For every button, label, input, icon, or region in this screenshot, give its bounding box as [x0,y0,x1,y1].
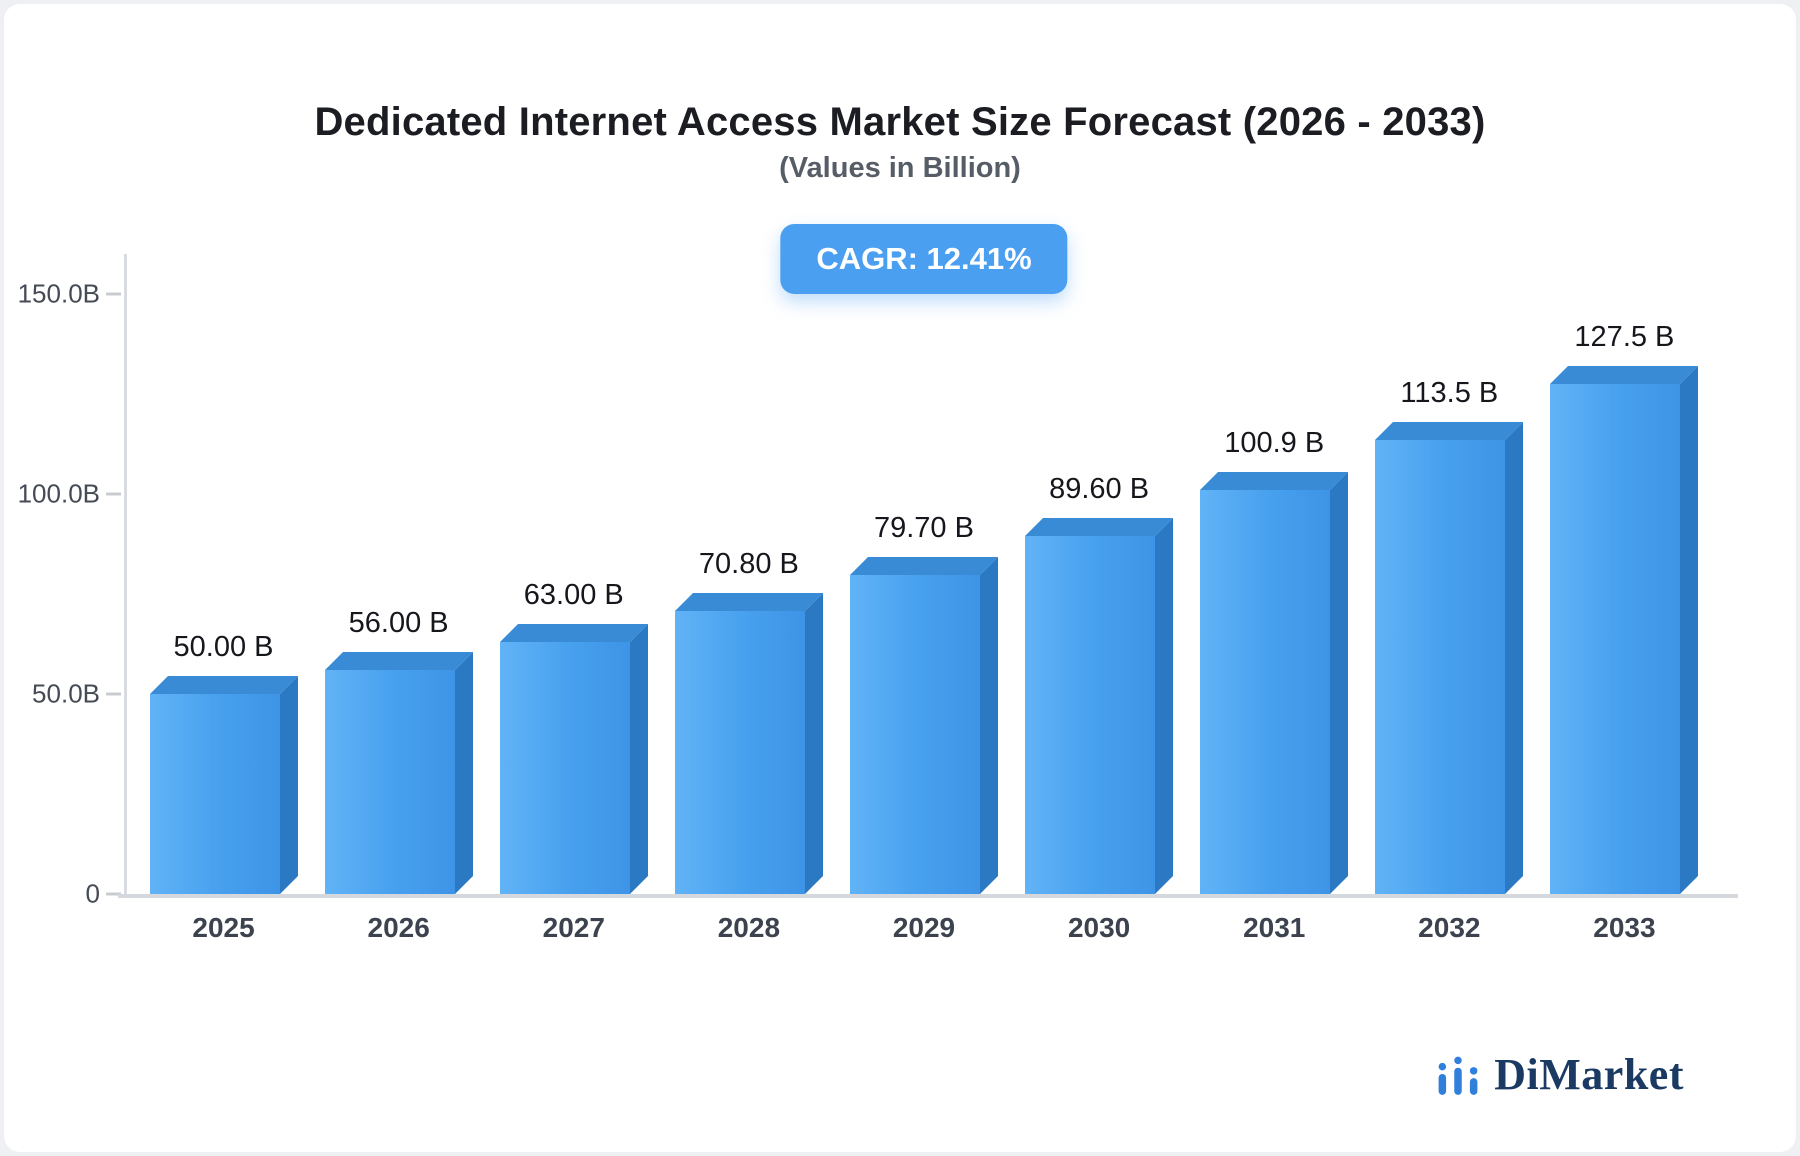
bar-front-face [1375,440,1506,894]
chart-subtitle: (Values in Billion) [779,152,1021,184]
logo: DiMarket [1434,1049,1684,1100]
bar-group: 50.00 B 2025 [136,254,311,943]
y-axis-tick-label: 150.0B [17,278,100,309]
bar-front-face [1550,384,1681,894]
chart-card: Dedicated Internet Access Market Size Fo… [4,4,1796,1152]
x-axis-label: 2031 [1243,912,1306,943]
y-axis-tick-mark [106,892,121,896]
bar-top-face [1200,472,1349,490]
bar-front-face [324,670,455,894]
bar [324,652,473,894]
chart-title: Dedicated Internet Access Market Size Fo… [314,100,1486,144]
bar-top-face [499,624,648,642]
bar-side-face [279,676,298,894]
bar-group: 63.00 B 2027 [486,254,661,943]
x-axis-label: 2027 [542,912,605,943]
bar-chart-logo-icon [1434,1051,1482,1099]
x-axis-label: 2032 [1418,912,1481,943]
x-axis-label: 2030 [1067,912,1131,943]
bar-group: 100.9 B 2031 [1187,254,1362,943]
bar-value-label: 89.60 B [1049,473,1150,505]
bar-front-face [674,611,805,894]
y-axis-tick-label: 0 [85,878,100,909]
logo-text: DiMarket [1494,1050,1684,1099]
bar-top-face [1025,518,1174,536]
bar-value-label: 56.00 B [348,607,449,639]
bar-value-label: 79.70 B [873,512,974,544]
x-axis-label: 2029 [892,912,956,943]
bar [1550,366,1699,894]
bar-group: 70.80 B 2028 [661,254,836,943]
bar-front-face [499,642,630,894]
bar [1025,518,1174,894]
bar-top-face [1375,422,1524,440]
bar-value-label: 63.00 B [523,579,624,611]
bar-front-face [1200,490,1331,894]
y-axis-tick-mark [106,492,121,496]
bars-container: 50.00 B 2025 56.00 B 2026 63.00 B 2027 70.80 B… [136,254,1712,943]
bar-group: 89.60 B 2030 [1012,254,1187,943]
bar-top-face [149,676,298,694]
bar [674,593,823,894]
y-axis-tick-label: 50.0B [32,678,100,709]
y-axis-tick-mark [106,692,121,696]
y-axis-tick-mark [106,292,121,296]
bar-top-face [849,557,998,575]
bar-group: 79.70 B 2029 [836,254,1011,943]
bar-top-face [674,593,823,611]
x-axis-label: 2026 [367,912,430,943]
bar-value-label: 127.5 B [1574,321,1675,353]
bar-side-face [1505,422,1524,894]
bar-group: 113.5 B 2032 [1362,254,1537,943]
bar-group: 56.00 B 2026 [311,254,486,943]
x-axis-label: 2033 [1593,912,1656,943]
bar-front-face [149,694,280,894]
bar [499,624,648,894]
bar-value-label: 100.9 B [1224,427,1325,459]
bar [849,557,998,894]
bar-group: 127.5 B 2033 [1537,254,1712,943]
bar-side-face [454,652,473,894]
bar-front-face [1025,536,1156,894]
bar-side-face [1155,518,1174,894]
y-axis-tick-label: 100.0B [17,478,100,509]
bar-value-label: 50.00 B [173,631,274,663]
x-axis-label: 2028 [717,912,781,943]
bar-value-label: 70.80 B [698,548,799,580]
bar-value-label: 113.5 B [1400,377,1499,409]
plot-area: 50.00 B 2025 56.00 B 2026 63.00 B 2027 70.80 B… [18,254,1738,943]
bar-side-face [629,624,648,894]
cagr-badge: CAGR: 12.41% [780,224,1068,294]
bar-top-face [324,652,473,670]
bar-top-face [1550,366,1699,384]
bar [1200,472,1349,894]
bar-side-face [1680,366,1699,894]
bar-side-face [979,557,998,894]
x-axis-label: 2025 [192,912,255,943]
bar-side-face [1330,472,1349,894]
bar-side-face [804,593,823,894]
bar [1375,422,1524,894]
bar-front-face [849,575,980,894]
bar [149,676,298,894]
